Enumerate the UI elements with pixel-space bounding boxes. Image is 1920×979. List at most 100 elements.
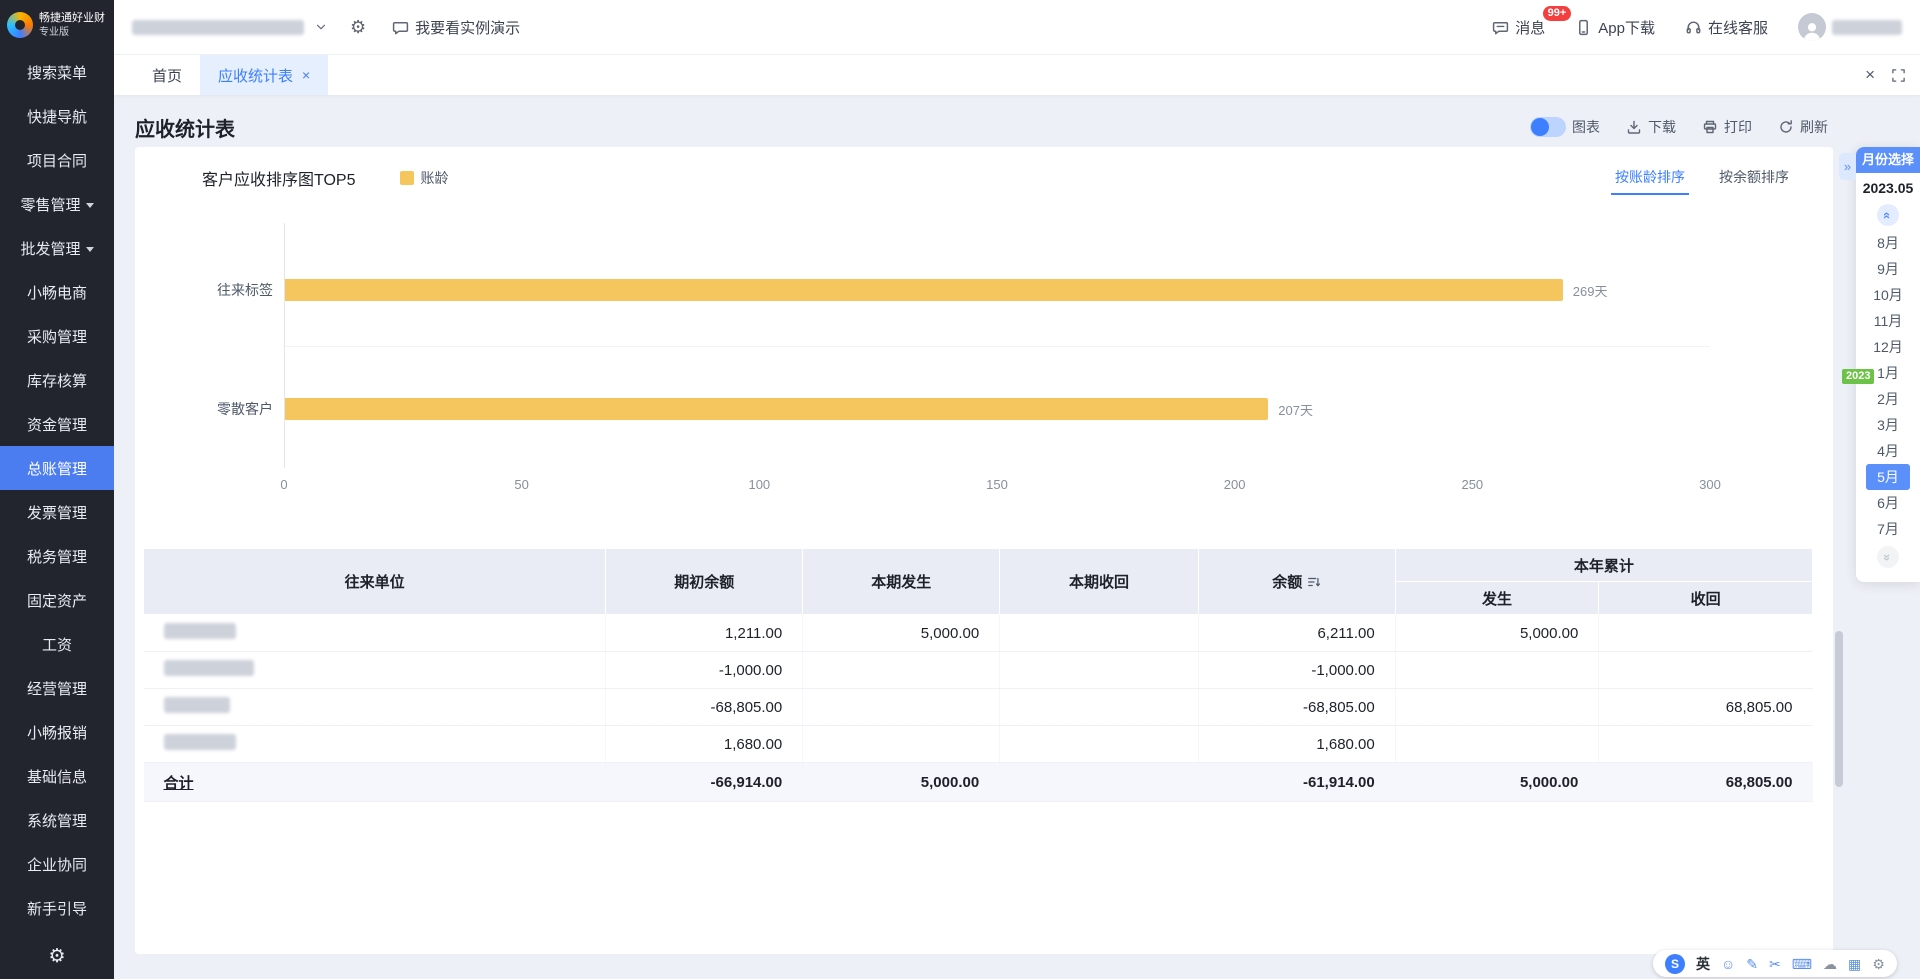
scrollbar-thumb[interactable]	[1835, 631, 1843, 787]
col-header-ytd-received: 收回	[1598, 581, 1813, 615]
app-edition: 专业版	[39, 26, 69, 38]
refresh-icon	[1780, 120, 1792, 133]
ime-language-indicator[interactable]: 英	[1696, 955, 1710, 972]
legend-aging[interactable]: 账龄	[399, 168, 449, 188]
cell-ytd-received	[1598, 614, 1813, 652]
collapse-month-panel-button[interactable]: »	[1839, 153, 1856, 180]
sidebar-item-operation[interactable]: 经营管理	[26, 680, 87, 698]
cell-received	[999, 725, 1199, 763]
sidebar-item-system[interactable]: 系统管理	[26, 812, 87, 830]
sidebar-item-tax[interactable]: 税务管理	[26, 548, 87, 566]
chart-title: 客户应收排序图TOP5	[202, 172, 356, 189]
sidebar-item-wholesale[interactable]: 批发管理	[0, 226, 114, 270]
user-account[interactable]	[1798, 13, 1902, 41]
online-service-button[interactable]: 在线客服	[1685, 17, 1768, 38]
message-icon	[1493, 21, 1509, 34]
sidebar-item-salary[interactable]: 工资	[41, 636, 72, 654]
company-selector[interactable]	[132, 19, 328, 35]
sidebar-item-collaboration[interactable]: 企业协同	[26, 856, 87, 874]
col-header-current-occurred: 本期发生	[802, 548, 1001, 615]
sidebar-settings-gear-icon[interactable]: ⚙	[48, 945, 66, 967]
sort-icon[interactable]	[1307, 575, 1321, 589]
customer-name-redacted[interactable]	[163, 623, 236, 639]
close-icon[interactable]: ×	[1865, 65, 1875, 84]
total-link[interactable]: 合计	[163, 774, 194, 792]
tab-receivables-report[interactable]: 应收统计表 ×	[200, 55, 329, 95]
scissors-icon[interactable]: ✂	[1769, 955, 1781, 972]
scroll-months-down-icon[interactable]: »	[1877, 546, 1899, 568]
print-button[interactable]: 打印	[1702, 117, 1752, 137]
sidebar-item-purchase[interactable]: 采购管理	[26, 328, 87, 346]
ime-logo-icon[interactable]: S	[1665, 953, 1685, 974]
month-item[interactable]: 8月	[1877, 235, 1899, 251]
col-header-ytd-occurred: 发生	[1394, 581, 1600, 615]
month-item[interactable]: 2月	[1877, 391, 1899, 407]
headset-icon	[1686, 21, 1701, 34]
col-header-counterparty: 往来单位	[142, 548, 607, 615]
month-item[interactable]: 3月	[1877, 417, 1899, 433]
bar-row-2: 零散客户 207天	[217, 398, 1710, 420]
customer-name-redacted[interactable]	[163, 660, 254, 676]
month-item[interactable]: 9月	[1877, 261, 1899, 277]
bar-aging-1[interactable]	[285, 279, 1563, 301]
messages-button[interactable]: 消息 99+	[1492, 5, 1572, 38]
demo-link[interactable]: 我要看实例演示	[392, 17, 520, 38]
keyboard-icon[interactable]: ⌨	[1791, 955, 1812, 972]
customer-name-redacted[interactable]	[163, 734, 236, 750]
download-button[interactable]: 下载	[1626, 117, 1676, 137]
month-item[interactable]: 7月	[1877, 521, 1899, 537]
sidebar-item-quick-nav[interactable]: 快捷导航	[26, 108, 87, 126]
sidebar-item-project-contract[interactable]: 项目合同	[26, 152, 87, 170]
sort-by-aging-tab[interactable]: 按账龄排序	[1611, 161, 1689, 195]
cell-current: 5,000.00	[802, 614, 1001, 652]
toggle-switch[interactable]	[1530, 117, 1566, 137]
app-download-button[interactable]: App下载	[1575, 17, 1655, 38]
bar-aging-2[interactable]	[285, 398, 1269, 420]
month-item[interactable]: 10月	[1873, 287, 1903, 303]
tab-home[interactable]: 首页	[152, 67, 183, 85]
pen-icon[interactable]: ✎	[1746, 955, 1759, 972]
toolbox-icon[interactable]: ▦	[1847, 955, 1862, 972]
cloud-icon[interactable]: ☁	[1822, 955, 1837, 972]
year-badge: 2023	[1842, 369, 1875, 384]
sidebar-item-fixed-assets[interactable]: 固定资产	[26, 592, 87, 610]
cell-opening: 1,680.00	[605, 725, 804, 763]
messages-count-badge: 99+	[1542, 5, 1572, 21]
month-item[interactable]: 12月	[1873, 339, 1903, 355]
org-settings-gear-icon[interactable]: ⚙	[350, 16, 367, 37]
scroll-months-up-icon[interactable]: «	[1877, 204, 1899, 226]
month-item[interactable]: 1月	[1877, 365, 1899, 381]
refresh-button[interactable]: 刷新	[1778, 117, 1828, 137]
month-item[interactable]: 4月	[1877, 443, 1899, 459]
sort-by-balance-tab[interactable]: 按余额排序	[1719, 169, 1789, 185]
printer-icon	[1703, 120, 1717, 134]
sidebar-item-general-ledger[interactable]: 总账管理	[0, 446, 114, 490]
sidebar-item-invoice[interactable]: 发票管理	[26, 504, 87, 522]
sidebar-item-reimburse[interactable]: 小畅报销	[26, 724, 87, 742]
month-item-active[interactable]: 5月	[1866, 464, 1910, 490]
cell-total-received	[999, 762, 1199, 802]
col-header-current-received: 本期收回	[999, 548, 1199, 615]
speech-bubble-icon	[392, 21, 409, 34]
ime-toolbar: S 英 ☺ ✎ ✂ ⌨ ☁ ▦ ⚙	[1653, 950, 1897, 977]
cell-balance: 6,211.00	[1198, 614, 1396, 652]
sidebar-item-search-menu[interactable]: 搜索菜单	[26, 64, 87, 82]
fullscreen-icon[interactable]	[1891, 68, 1906, 83]
download-icon	[1627, 120, 1641, 134]
month-item[interactable]: 11月	[1873, 313, 1903, 329]
table-row: 1,680.00 1,680.00	[143, 725, 1813, 763]
sidebar-item-guide[interactable]: 新手引导	[26, 900, 87, 918]
month-item[interactable]: 6月	[1877, 495, 1899, 511]
chart-view-toggle[interactable]: 图表	[1530, 117, 1600, 137]
sidebar-item-inventory[interactable]: 库存核算	[26, 372, 87, 390]
close-tab-icon[interactable]: ×	[302, 67, 311, 83]
sidebar-item-basic-info[interactable]: 基础信息	[26, 768, 87, 786]
sidebar-item-retail[interactable]: 零售管理	[0, 182, 114, 226]
sidebar-item-funds[interactable]: 资金管理	[26, 416, 87, 434]
emoji-icon[interactable]: ☺	[1721, 955, 1736, 972]
cell-balance: -1,000.00	[1198, 651, 1396, 689]
cell-current	[802, 651, 1001, 689]
ime-settings-gear-icon[interactable]: ⚙	[1872, 955, 1885, 972]
customer-name-redacted[interactable]	[163, 697, 230, 713]
sidebar-item-ecommerce[interactable]: 小畅电商	[26, 284, 87, 302]
